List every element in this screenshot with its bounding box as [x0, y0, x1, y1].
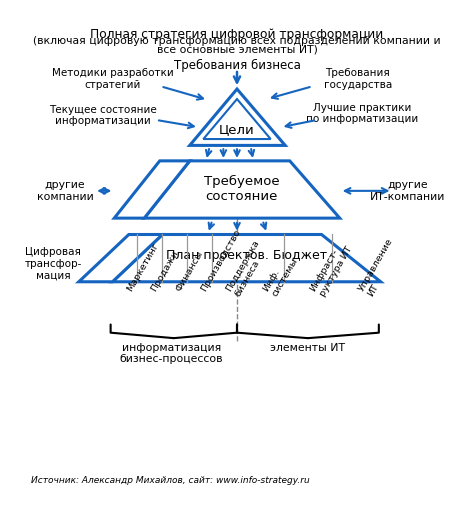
Text: Производство: Производство — [200, 227, 243, 293]
Polygon shape — [203, 99, 271, 139]
Text: Требования
государства: Требования государства — [324, 68, 392, 90]
Text: Инф.
системы: Инф. системы — [261, 251, 299, 298]
Text: План проектов. Бюджет: План проектов. Бюджет — [165, 249, 327, 262]
Text: Текущее состояние
информатизации: Текущее состояние информатизации — [49, 105, 157, 126]
Text: Требования бизнеса: Требования бизнеса — [173, 59, 301, 72]
Text: все основные элементы ИТ): все основные элементы ИТ) — [156, 45, 318, 54]
Polygon shape — [114, 161, 190, 218]
Text: элементы ИТ: элементы ИТ — [270, 343, 346, 353]
Text: (включая цифровую трансформацию всех подразделений компании и: (включая цифровую трансформацию всех под… — [33, 36, 441, 46]
Text: информатизация
бизнес-процессов: информатизация бизнес-процессов — [120, 343, 223, 364]
Text: другие
компании: другие компании — [37, 180, 93, 202]
Text: Инфраст-
руктура ИТ: Инфраст- руктура ИТ — [309, 239, 354, 298]
Text: Поддержка
бизнеса: Поддержка бизнеса — [225, 238, 270, 298]
Text: Финансы: Финансы — [175, 249, 205, 293]
Polygon shape — [144, 161, 340, 218]
Text: Полная стратегия цифровой трансформации: Полная стратегия цифровой трансформации — [91, 28, 383, 41]
Text: Управление
ИТ: Управление ИТ — [357, 236, 403, 298]
Text: Маркетинг: Маркетинг — [125, 241, 160, 293]
Text: Цифровая
трансфор-
мация: Цифровая трансфор- мация — [25, 247, 82, 280]
Polygon shape — [190, 89, 285, 145]
Polygon shape — [112, 235, 381, 282]
Text: Цели: Цели — [219, 124, 255, 136]
Text: Продажи: Продажи — [150, 248, 181, 293]
Text: другие
ИТ-компании: другие ИТ-компании — [370, 180, 446, 202]
Text: Лучшие практики
по информатизации: Лучшие практики по информатизации — [306, 103, 419, 125]
Polygon shape — [79, 235, 163, 282]
Text: Источник: Александр Михайлов, сайт: www.info-strategy.ru: Источник: Александр Михайлов, сайт: www.… — [31, 475, 310, 485]
Text: Методики разработки
стратегий: Методики разработки стратегий — [52, 68, 173, 90]
Text: Требуемое
состояние: Требуемое состояние — [204, 175, 279, 203]
